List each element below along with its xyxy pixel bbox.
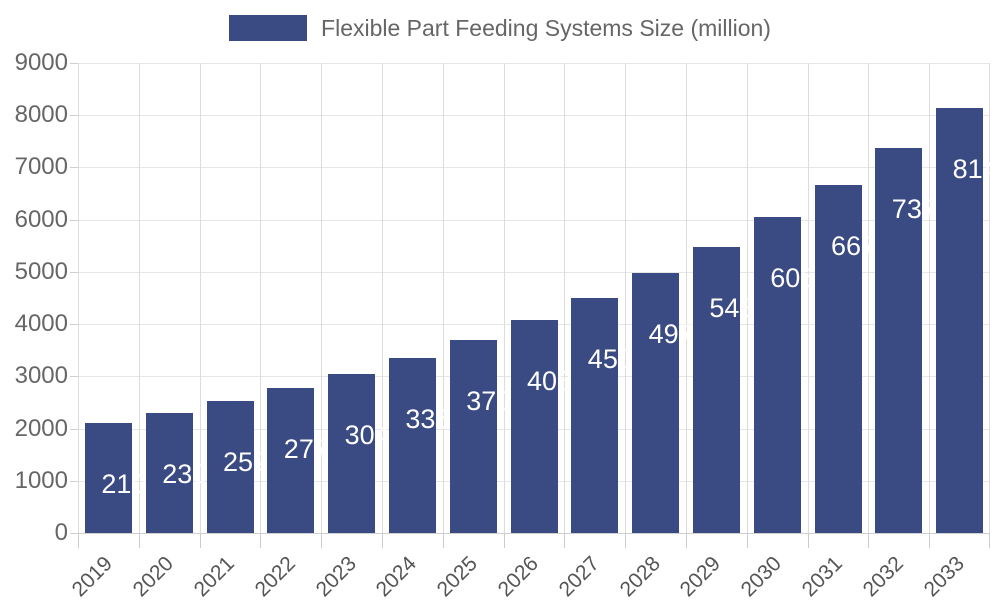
- x-tick-mark: [989, 533, 990, 548]
- gridline-x: [747, 63, 748, 533]
- y-tick-mark: [70, 376, 78, 378]
- y-tick-mark: [70, 219, 78, 221]
- gridline-x: [504, 63, 505, 533]
- gridline-x: [989, 63, 990, 533]
- bar[interactable]: [510, 319, 558, 533]
- bar[interactable]: [936, 107, 984, 533]
- y-tick-mark: [70, 533, 78, 534]
- x-tick-label: 2029: [676, 552, 726, 600]
- y-tick-mark: [70, 324, 78, 326]
- y-tick-label: 4000: [14, 310, 68, 338]
- x-tick-mark: [504, 533, 505, 548]
- gridline-y: [78, 271, 990, 273]
- x-tick-mark: [564, 533, 565, 548]
- bar[interactable]: [753, 217, 801, 533]
- y-tick-mark: [70, 63, 78, 64]
- gridline-x: [808, 63, 809, 533]
- x-tick-label: 2022: [250, 552, 300, 600]
- gridline-x: [382, 63, 383, 533]
- plot-area: 2100 2300 2520 2772 3049 3354 3700 4085 4500 4970…: [68, 63, 1000, 600]
- gridline-y: [78, 219, 990, 221]
- y-tick-label: 5000: [14, 257, 68, 285]
- x-tick-label: 2019: [68, 552, 118, 600]
- y-tick-label: 6000: [14, 205, 68, 233]
- y-tick-label: 8000: [14, 101, 68, 129]
- gridline-x: [929, 63, 930, 533]
- x-tick-label: 2030: [736, 552, 787, 600]
- y-tick-mark: [70, 271, 78, 273]
- x-tick-mark: [625, 533, 626, 548]
- bar[interactable]: [328, 373, 376, 533]
- x-tick-mark: [321, 533, 322, 548]
- y-tick-label: 0: [54, 519, 68, 546]
- bar[interactable]: [388, 357, 436, 533]
- x-tick-label: 2021: [189, 552, 239, 600]
- bar[interactable]: [267, 388, 315, 533]
- y-tick-label: 2000: [14, 414, 68, 442]
- x-tick-mark: [808, 533, 809, 548]
- gridline-x: [200, 63, 201, 533]
- y-tick-mark: [70, 480, 78, 482]
- bar[interactable]: [571, 298, 619, 533]
- x-tick-mark: [443, 533, 444, 548]
- bar[interactable]: [875, 148, 923, 533]
- gridline-x: [686, 63, 687, 533]
- x-tick-label: 2025: [432, 552, 483, 600]
- y-tick-mark: [70, 115, 78, 117]
- x-tick-label: 2033: [919, 552, 969, 600]
- y-tick-label: 3000: [14, 362, 68, 390]
- x-tick-mark: [868, 533, 869, 548]
- chart-legend: Flexible Part Feeding Systems Size (mill…: [0, 8, 1000, 48]
- gridline-x: [564, 63, 565, 533]
- bar[interactable]: [632, 273, 680, 533]
- x-tick-mark: [260, 533, 261, 548]
- gridline-y: [78, 115, 990, 117]
- x-tick-label: 2023: [311, 552, 361, 600]
- x-tick-mark: [78, 533, 79, 548]
- x-tick-label: 2028: [615, 552, 665, 600]
- bar[interactable]: [449, 339, 497, 533]
- y-tick-label: 9000: [14, 49, 68, 76]
- x-tick-mark: [382, 533, 383, 548]
- bar[interactable]: [814, 184, 862, 533]
- x-tick-label: 2031: [797, 552, 847, 600]
- x-tick-mark: [200, 533, 201, 548]
- x-tick-label: 2032: [858, 552, 908, 600]
- gridline-y: [78, 533, 990, 534]
- x-tick-label: 2026: [493, 552, 543, 600]
- gridline-x: [868, 63, 869, 533]
- x-tick-label: 2024: [372, 552, 422, 600]
- x-tick-label: 2020: [128, 552, 179, 600]
- y-tick-label: 1000: [14, 466, 68, 494]
- x-tick-mark: [139, 533, 140, 548]
- y-tick-label: 7000: [14, 153, 68, 181]
- gridline-x: [78, 63, 79, 533]
- x-tick-mark: [747, 533, 748, 548]
- bar[interactable]: [692, 246, 740, 533]
- gridline-x: [321, 63, 322, 533]
- gridline-x: [139, 63, 140, 533]
- gridline-x: [260, 63, 261, 533]
- bar[interactable]: [206, 401, 254, 533]
- x-tick-label: 2027: [554, 552, 604, 600]
- y-tick-mark: [70, 428, 78, 430]
- legend-color-swatch: [229, 15, 308, 41]
- gridline-x: [625, 63, 626, 533]
- gridline-y: [78, 63, 990, 64]
- y-tick-mark: [70, 167, 78, 169]
- x-tick-mark: [929, 533, 930, 548]
- x-tick-mark: [686, 533, 687, 548]
- legend-label: Flexible Part Feeding Systems Size (mill…: [321, 14, 771, 41]
- bar[interactable]: [145, 412, 193, 533]
- gridline-x: [443, 63, 444, 533]
- bar[interactable]: [84, 423, 132, 533]
- gridline-y: [78, 167, 990, 169]
